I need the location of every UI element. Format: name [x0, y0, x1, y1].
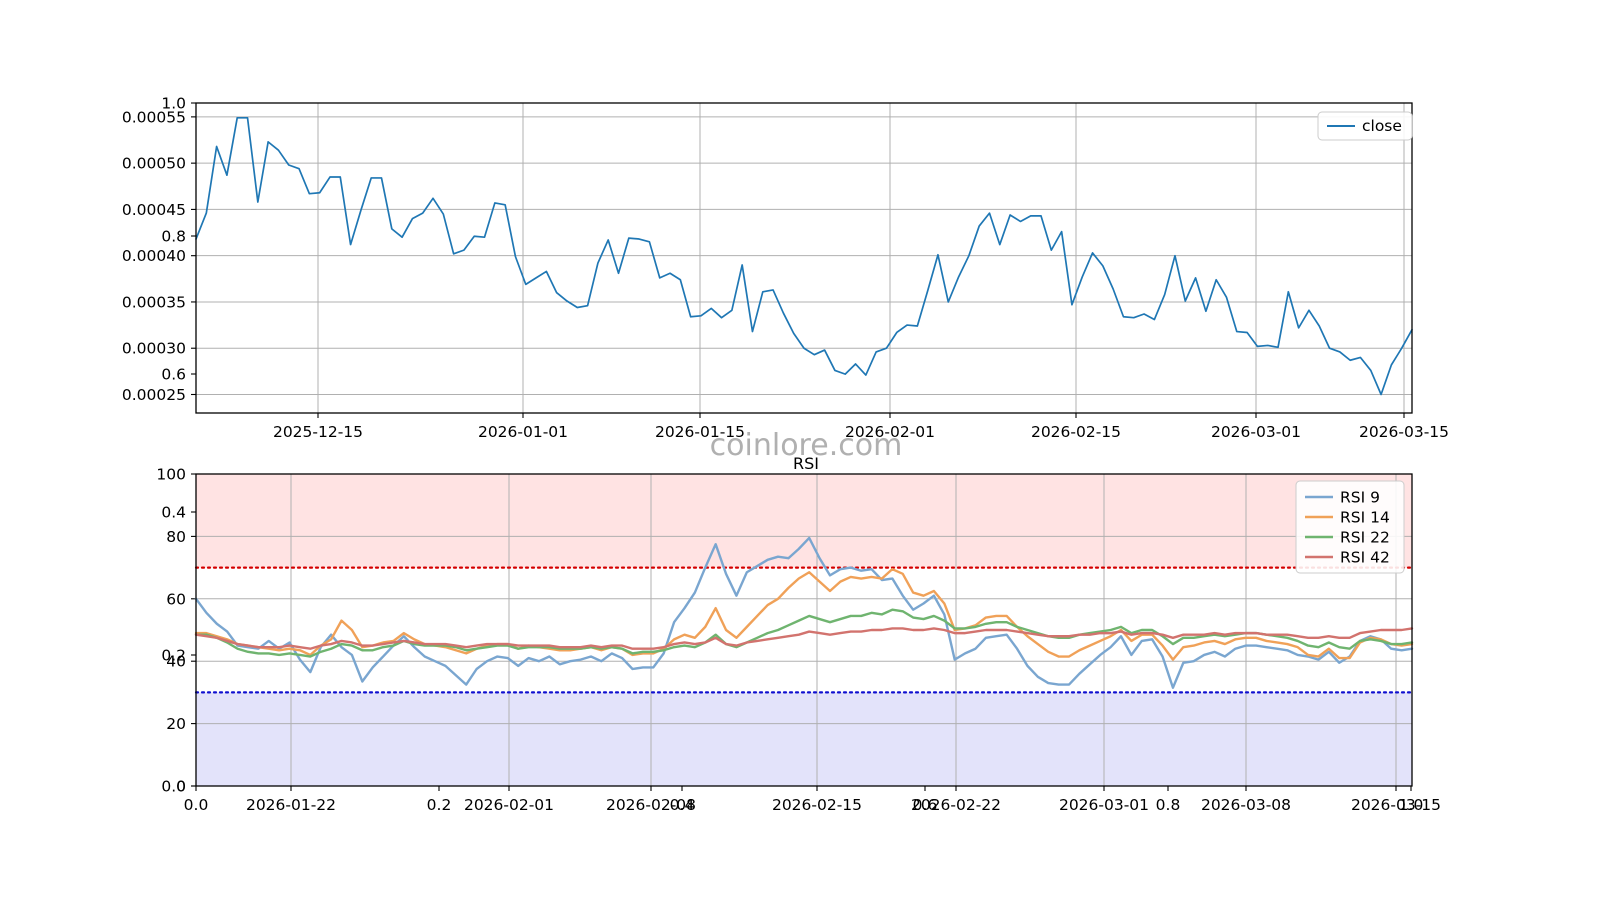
- rsi-xtick-label: 2026-01-22: [246, 796, 336, 814]
- rsi-xtick-label: 2026-03-08: [1201, 796, 1291, 814]
- price-xtick-label: 2025-12-15: [273, 423, 363, 441]
- rsi-xtick-label: 2026-02-22: [911, 796, 1001, 814]
- rsi-ytick-ghost-label: 0.4: [161, 504, 186, 522]
- price-xtick-label: 2026-01-15: [655, 423, 745, 441]
- price-xtick-label: 2026-02-15: [1031, 423, 1121, 441]
- rsi-ytick-label: 100: [156, 466, 186, 484]
- rsi-legend-box: [1295, 480, 1405, 574]
- rsi-xtick-label: 2026-02-01: [464, 796, 554, 814]
- rsi-legend-label-rsi-42: RSI 42: [1340, 549, 1390, 567]
- rsi-legend-label-rsi-22: RSI 22: [1340, 529, 1390, 547]
- rsi-ytick-label: 0: [176, 778, 186, 796]
- price-ytick-label: 0.00035: [122, 293, 186, 311]
- price-legend-label-close: close: [1362, 117, 1402, 135]
- rsi-ytick-label: 40: [166, 653, 186, 671]
- rsi-legend-label-rsi-9: RSI 9: [1340, 489, 1380, 507]
- price-ytick-label: 0.00055: [122, 108, 186, 126]
- price-ytick-ghost-label: 0.8: [161, 228, 186, 246]
- rsi-xtick-label: 2026-02-08: [606, 796, 696, 814]
- rsi-xtick-ghost-label: 0.2: [427, 796, 452, 814]
- rsi-axes-frame: [195, 473, 1413, 787]
- price-plot-background: [196, 103, 1412, 413]
- rsi-series-line-rsi-22: [194, 608, 1414, 658]
- rsi-series-line-rsi-14: [194, 567, 1414, 661]
- rsi-ytick-ghost-label: 0.0: [161, 778, 186, 796]
- price-ytick-label: 0.00030: [122, 340, 186, 358]
- rsi-overbought-band: [196, 474, 1412, 568]
- rsi-xtick-ghost-label: 0.6: [913, 796, 938, 814]
- price-ytick-ghost-label: 1.0: [161, 95, 186, 113]
- price-xtick-label: 2026-02-01: [845, 423, 935, 441]
- rsi-xtick-label: 2026-03-15: [1351, 796, 1441, 814]
- rsi-ytick-label: 80: [166, 528, 186, 546]
- rsi-xtick-ghost-label: 0.0: [184, 796, 209, 814]
- rsi-series-line-rsi-42: [194, 627, 1414, 650]
- rsi-ytick-ghost-label: 0.2: [161, 647, 186, 665]
- price-axes-frame: [195, 102, 1413, 414]
- rsi-xtick-ghost-label: 1.0: [1399, 796, 1424, 814]
- price-xtick-label: 2026-01-01: [478, 423, 568, 441]
- price-ytick-ghost-label: 0.6: [161, 366, 186, 384]
- price-xtick-label: 2026-03-01: [1211, 423, 1301, 441]
- rsi-xtick-ghost-label: 0.4: [670, 796, 695, 814]
- price-legend-box: [1317, 111, 1413, 141]
- rsi-legend-label-rsi-14: RSI 14: [1340, 509, 1390, 527]
- price-ytick-label: 0.00040: [122, 247, 186, 265]
- rsi-xtick-label: 2026-03-01: [1059, 796, 1149, 814]
- price-ytick-label: 0.00050: [122, 155, 186, 173]
- price-ytick-label: 0.00045: [122, 201, 186, 219]
- price-close-line: [195, 116, 1413, 396]
- rsi-oversold-band: [196, 692, 1412, 786]
- rsi-panel-title: RSI: [793, 454, 819, 473]
- watermark: coinlore.com: [710, 428, 903, 463]
- rsi-xtick-ghost-label: 0.8: [1156, 796, 1181, 814]
- rsi-ytick-label: 20: [166, 715, 186, 733]
- price-xtick-label: 2026-03-15: [1359, 423, 1449, 441]
- rsi-ytick-label: 60: [166, 590, 186, 608]
- rsi-xtick-label: 2026-02-15: [772, 796, 862, 814]
- price-ytick-label: 0.00025: [122, 386, 186, 404]
